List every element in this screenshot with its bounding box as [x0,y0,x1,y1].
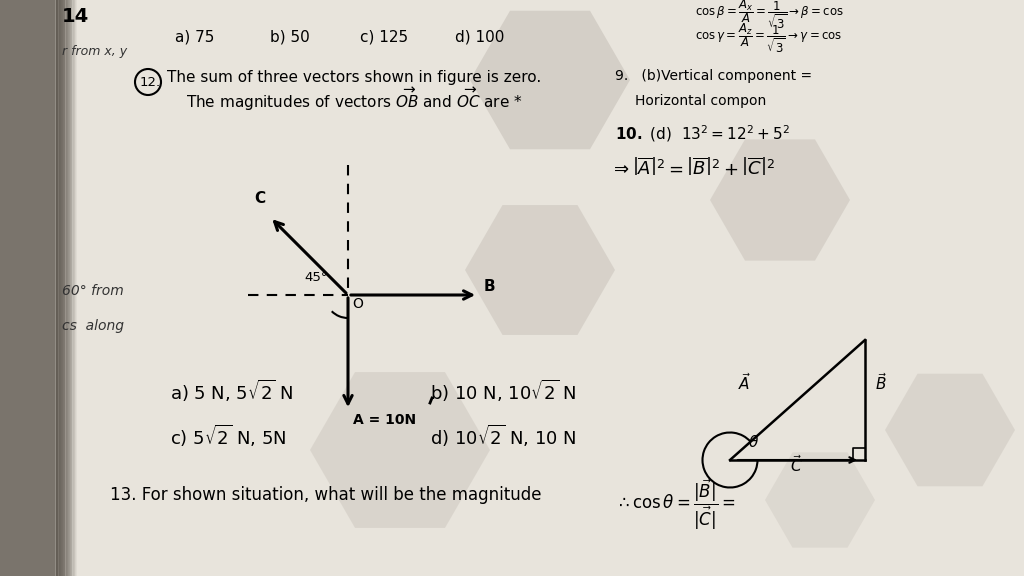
Text: $\vec{A}$: $\vec{A}$ [738,372,752,393]
Text: d) 100: d) 100 [455,30,505,45]
Bar [75,0,77,576]
Text: c) 125: c) 125 [360,30,409,45]
Bar [72,0,74,576]
Bar [58,0,60,576]
Bar [76,0,77,576]
Text: 14: 14 [62,7,89,26]
Bar [69,0,71,576]
Text: 60° from: 60° from [62,284,124,298]
Bar [56,0,58,576]
Text: a) 5 N, 5$\sqrt{2}$ N: a) 5 N, 5$\sqrt{2}$ N [170,378,293,404]
Bar [57,0,59,576]
Text: $\therefore \cos\theta = \dfrac{|\vec{B}|}{|\vec{C}|} =$: $\therefore \cos\theta = \dfrac{|\vec{B}… [615,478,735,532]
Text: B: B [484,279,496,294]
Bar [73,0,75,576]
Bar [55,0,57,576]
Bar [59,0,61,576]
Bar [65,0,67,576]
Bar [63,0,66,576]
Bar [70,0,72,576]
Text: $\theta$: $\theta$ [748,434,759,450]
Text: Horizontal compon: Horizontal compon [635,94,766,108]
Bar [59,0,61,576]
Bar [67,0,69,576]
Polygon shape [465,205,615,335]
Text: $\cos\gamma = \dfrac{A_z}{A} = \dfrac{1}{\sqrt{3}} \rightarrow \gamma = \cos$: $\cos\gamma = \dfrac{A_z}{A} = \dfrac{1}… [695,21,843,55]
Bar [61,0,63,576]
Text: 12.: 12. [140,76,161,89]
Polygon shape [765,452,874,548]
Polygon shape [470,11,630,149]
Text: c) 5$\sqrt{2}$ N, 5N: c) 5$\sqrt{2}$ N, 5N [170,423,287,449]
Bar [66,0,68,576]
Text: The magnitudes of vectors $\overrightarrow{OB}$ and $\overrightarrow{OC}$ are *: The magnitudes of vectors $\overrightarr… [186,86,522,113]
Text: A = 10N: A = 10N [353,413,416,427]
Polygon shape [885,374,1015,486]
Polygon shape [310,372,490,528]
Bar [55,0,57,576]
Bar [65,0,67,576]
Bar [69,0,71,576]
Text: $\vec{B}$: $\vec{B}$ [874,372,888,393]
Text: O: O [352,297,362,311]
Bar [71,0,73,576]
Text: $\vec{C}$: $\vec{C}$ [790,454,803,475]
Text: r from x, y: r from x, y [62,45,127,58]
Text: b) 50: b) 50 [270,30,309,45]
Text: b) 10 N, 10$\sqrt{2}$ N: b) 10 N, 10$\sqrt{2}$ N [430,378,577,404]
Bar [68,0,70,576]
Text: cs  along: cs along [62,319,124,333]
Bar [62,0,65,576]
Text: 9.   (b)Vertical component =: 9. (b)Vertical component = [615,69,812,83]
Bar [71,0,73,576]
Text: $\cos\beta = \dfrac{A_x}{A} = \dfrac{1}{\sqrt{3}} \rightarrow \beta = \cos$: $\cos\beta = \dfrac{A_x}{A} = \dfrac{1}{… [695,0,844,31]
Text: C: C [254,191,265,206]
Text: $\mathbf{10.}$ (d)  $13^2 = 12^2 + 5^2$: $\mathbf{10.}$ (d) $13^2 = 12^2 + 5^2$ [615,124,790,145]
Bar [62,0,63,576]
Text: 13. For shown situation, what will be the magnitude: 13. For shown situation, what will be th… [110,486,542,504]
Bar [67,0,69,576]
Bar [74,0,76,576]
Text: d) 10$\sqrt{2}$ N, 10 N: d) 10$\sqrt{2}$ N, 10 N [430,423,577,449]
Polygon shape [710,139,850,260]
Text: a) 75: a) 75 [175,30,214,45]
Bar [60,0,62,576]
Bar [0,0,55,576]
Text: $\Rightarrow \left|\overline{A}\right|^2 = \left|\overline{B}\right|^2 + \left|\: $\Rightarrow \left|\overline{A}\right|^2… [610,157,775,179]
Text: 45°: 45° [304,271,328,284]
Bar [73,0,75,576]
Bar [57,0,59,576]
Text: The sum of three vectors shown in figure is zero.: The sum of three vectors shown in figure… [167,70,542,85]
